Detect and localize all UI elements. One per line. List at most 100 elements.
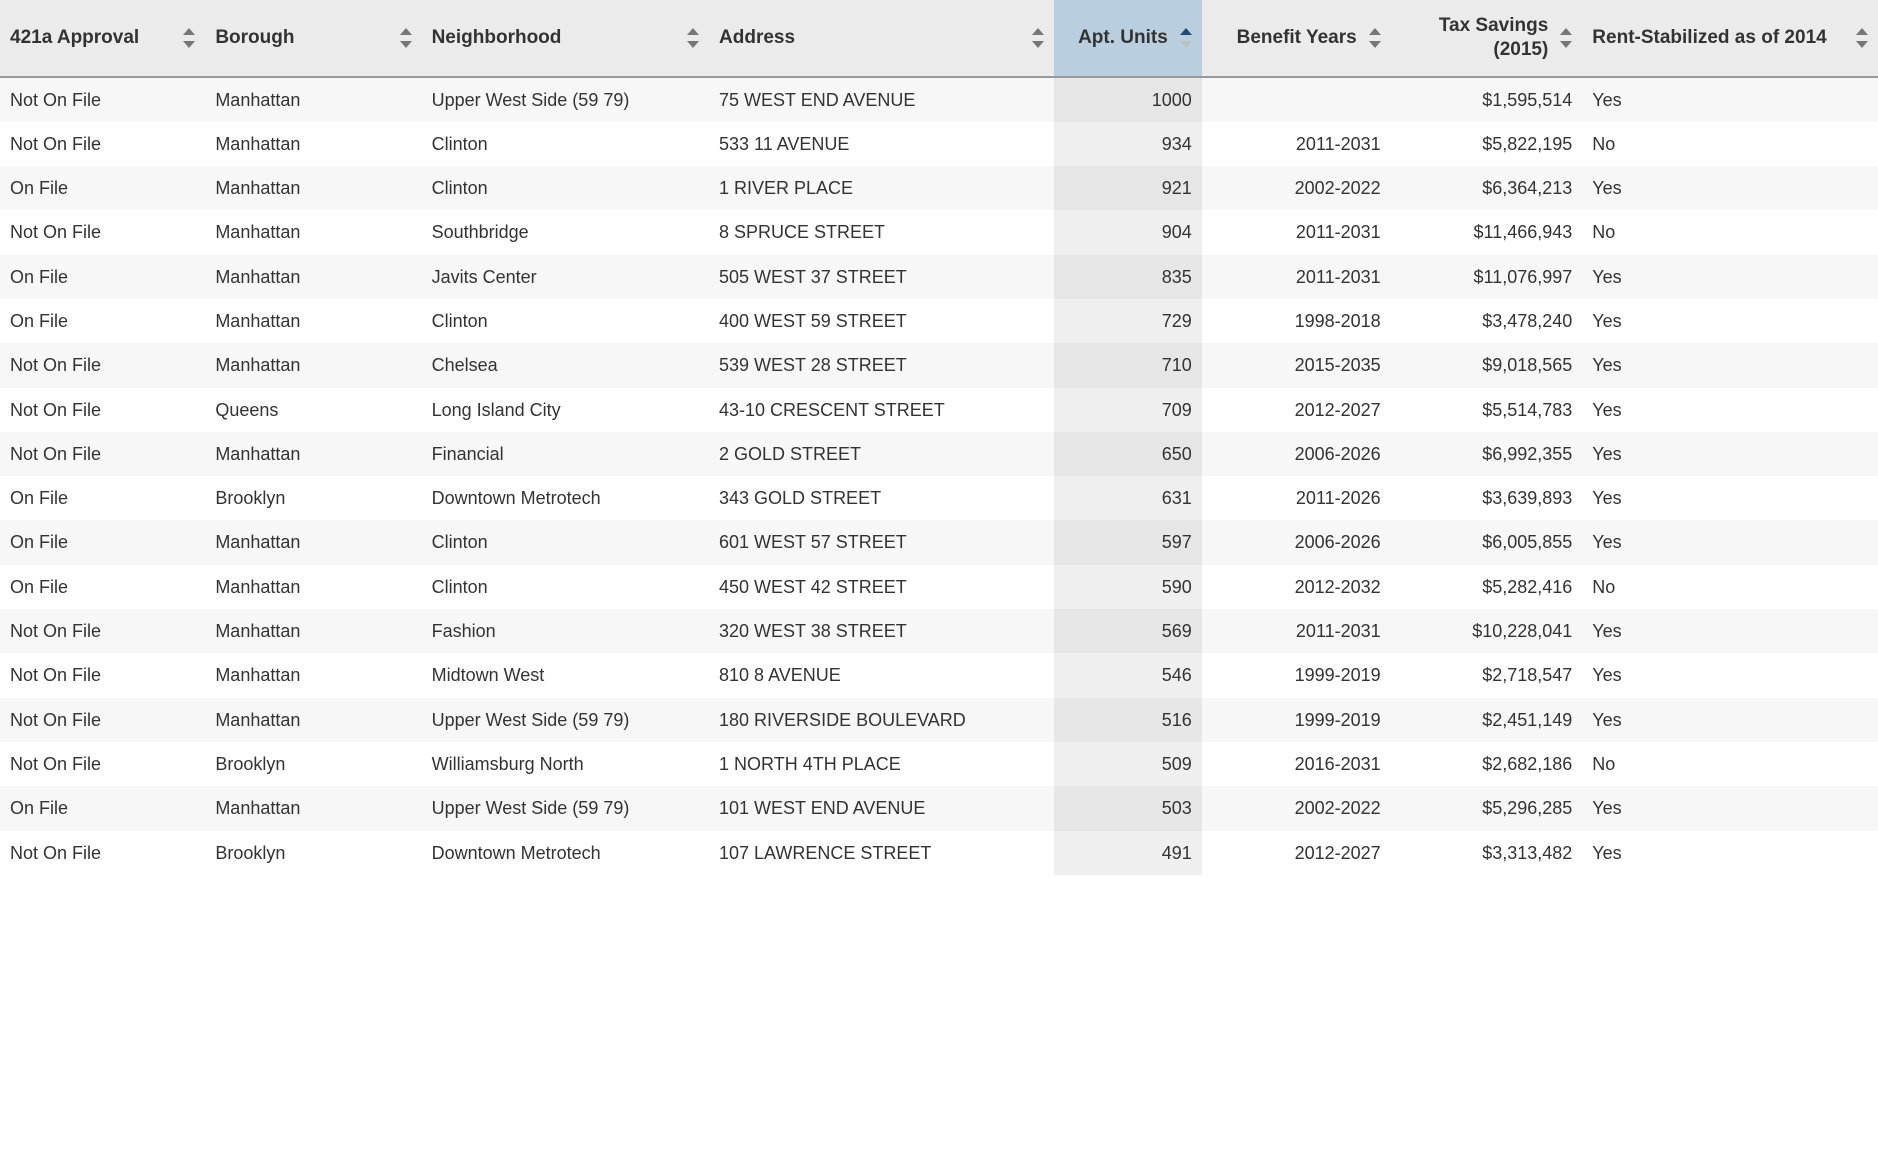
cell-borough: Manhattan <box>205 299 421 343</box>
sort-icon[interactable] <box>400 27 412 49</box>
column-header-label: Tax Savings (2015) <box>1401 14 1549 62</box>
table-row: Not On FileBrooklynWilliamsburg North1 N… <box>0 742 1878 786</box>
column-header-nbhd[interactable]: Neighborhood <box>422 0 709 77</box>
cell-units: 921 <box>1054 166 1202 210</box>
cell-address: 75 WEST END AVENUE <box>709 77 1054 122</box>
column-header-label: Neighborhood <box>432 26 562 50</box>
cell-years: 2012-2027 <box>1202 831 1391 875</box>
cell-years: 2011-2031 <box>1202 609 1391 653</box>
cell-borough: Brooklyn <box>205 476 421 520</box>
cell-savings: $6,364,213 <box>1391 166 1583 210</box>
table-row: Not On FileManhattanUpper West Side (59 … <box>0 698 1878 742</box>
cell-stabilized: Yes <box>1582 520 1878 564</box>
cell-address: 400 WEST 59 STREET <box>709 299 1054 343</box>
cell-nbhd: Long Island City <box>422 388 709 432</box>
sort-icon[interactable] <box>1560 27 1572 49</box>
cell-approval: Not On File <box>0 343 205 387</box>
cell-years: 2011-2031 <box>1202 210 1391 254</box>
cell-address: 107 LAWRENCE STREET <box>709 831 1054 875</box>
table-row: Not On FileManhattanClinton533 11 AVENUE… <box>0 122 1878 166</box>
table-row: On FileManhattanClinton400 WEST 59 STREE… <box>0 299 1878 343</box>
cell-stabilized: Yes <box>1582 77 1878 122</box>
cell-nbhd: Clinton <box>422 565 709 609</box>
cell-nbhd: Javits Center <box>422 255 709 299</box>
cell-borough: Manhattan <box>205 786 421 830</box>
cell-approval: Not On File <box>0 210 205 254</box>
cell-stabilized: Yes <box>1582 786 1878 830</box>
cell-approval: Not On File <box>0 77 205 122</box>
cell-units: 904 <box>1054 210 1202 254</box>
cell-stabilized: Yes <box>1582 609 1878 653</box>
cell-address: 810 8 AVENUE <box>709 653 1054 697</box>
cell-nbhd: Clinton <box>422 299 709 343</box>
cell-years: 2016-2031 <box>1202 742 1391 786</box>
cell-years: 2011-2026 <box>1202 476 1391 520</box>
table-row: On FileManhattanClinton450 WEST 42 STREE… <box>0 565 1878 609</box>
cell-approval: Not On File <box>0 653 205 697</box>
column-header-savings[interactable]: Tax Savings (2015) <box>1391 0 1583 77</box>
cell-units: 934 <box>1054 122 1202 166</box>
cell-address: 43-10 CRESCENT STREET <box>709 388 1054 432</box>
cell-address: 601 WEST 57 STREET <box>709 520 1054 564</box>
column-header-years[interactable]: Benefit Years <box>1202 0 1391 77</box>
cell-stabilized: Yes <box>1582 166 1878 210</box>
table-row: Not On FileManhattanFinancial2 GOLD STRE… <box>0 432 1878 476</box>
cell-approval: On File <box>0 166 205 210</box>
cell-years: 1999-2019 <box>1202 698 1391 742</box>
cell-address: 101 WEST END AVENUE <box>709 786 1054 830</box>
sort-icon[interactable] <box>1369 27 1381 49</box>
table-row: On FileManhattanUpper West Side (59 79)1… <box>0 786 1878 830</box>
cell-years: 2011-2031 <box>1202 255 1391 299</box>
table-head: 421a Approval Borough Neighborhood Address A… <box>0 0 1878 77</box>
sort-icon[interactable] <box>1856 27 1868 49</box>
cell-savings: $10,228,041 <box>1391 609 1583 653</box>
cell-address: 320 WEST 38 STREET <box>709 609 1054 653</box>
cell-approval: On File <box>0 786 205 830</box>
sort-icon[interactable] <box>687 27 699 49</box>
sort-icon[interactable] <box>183 27 195 49</box>
cell-borough: Manhattan <box>205 122 421 166</box>
table-row: On FileManhattanClinton1 RIVER PLACE9212… <box>0 166 1878 210</box>
column-header-address[interactable]: Address <box>709 0 1054 77</box>
sort-icon[interactable] <box>1032 27 1044 49</box>
cell-years: 2012-2027 <box>1202 388 1391 432</box>
table-row: On FileManhattanClinton601 WEST 57 STREE… <box>0 520 1878 564</box>
cell-years: 2015-2035 <box>1202 343 1391 387</box>
cell-savings: $1,595,514 <box>1391 77 1583 122</box>
sort-icon[interactable] <box>1180 27 1192 49</box>
cell-approval: Not On File <box>0 698 205 742</box>
column-header-borough[interactable]: Borough <box>205 0 421 77</box>
column-header-label: Address <box>719 26 795 50</box>
cell-stabilized: No <box>1582 122 1878 166</box>
cell-units: 503 <box>1054 786 1202 830</box>
cell-units: 516 <box>1054 698 1202 742</box>
cell-nbhd: Chelsea <box>422 343 709 387</box>
cell-address: 343 GOLD STREET <box>709 476 1054 520</box>
cell-years: 1998-2018 <box>1202 299 1391 343</box>
cell-years: 2011-2031 <box>1202 122 1391 166</box>
cell-stabilized: No <box>1582 210 1878 254</box>
column-header-stabilized[interactable]: Rent-Stabilized as of 2014 <box>1582 0 1878 77</box>
column-header-label: Rent-Stabilized as of 2014 <box>1592 26 1826 50</box>
column-header-label: Benefit Years <box>1237 26 1357 50</box>
cell-approval: Not On File <box>0 831 205 875</box>
cell-units: 729 <box>1054 299 1202 343</box>
cell-address: 539 WEST 28 STREET <box>709 343 1054 387</box>
column-header-units[interactable]: Apt. Units <box>1054 0 1202 77</box>
cell-approval: On File <box>0 255 205 299</box>
cell-savings: $5,296,285 <box>1391 786 1583 830</box>
cell-savings: $11,076,997 <box>1391 255 1583 299</box>
table-row: Not On FileManhattanChelsea539 WEST 28 S… <box>0 343 1878 387</box>
cell-address: 533 11 AVENUE <box>709 122 1054 166</box>
cell-savings: $5,514,783 <box>1391 388 1583 432</box>
cell-stabilized: Yes <box>1582 388 1878 432</box>
cell-savings: $3,478,240 <box>1391 299 1583 343</box>
table-row: Not On FileQueensLong Island City43-10 C… <box>0 388 1878 432</box>
cell-savings: $6,005,855 <box>1391 520 1583 564</box>
cell-borough: Manhattan <box>205 653 421 697</box>
column-header-approval[interactable]: 421a Approval <box>0 0 205 77</box>
cell-nbhd: Clinton <box>422 520 709 564</box>
column-header-label: Borough <box>215 26 294 50</box>
cell-borough: Manhattan <box>205 77 421 122</box>
cell-borough: Queens <box>205 388 421 432</box>
